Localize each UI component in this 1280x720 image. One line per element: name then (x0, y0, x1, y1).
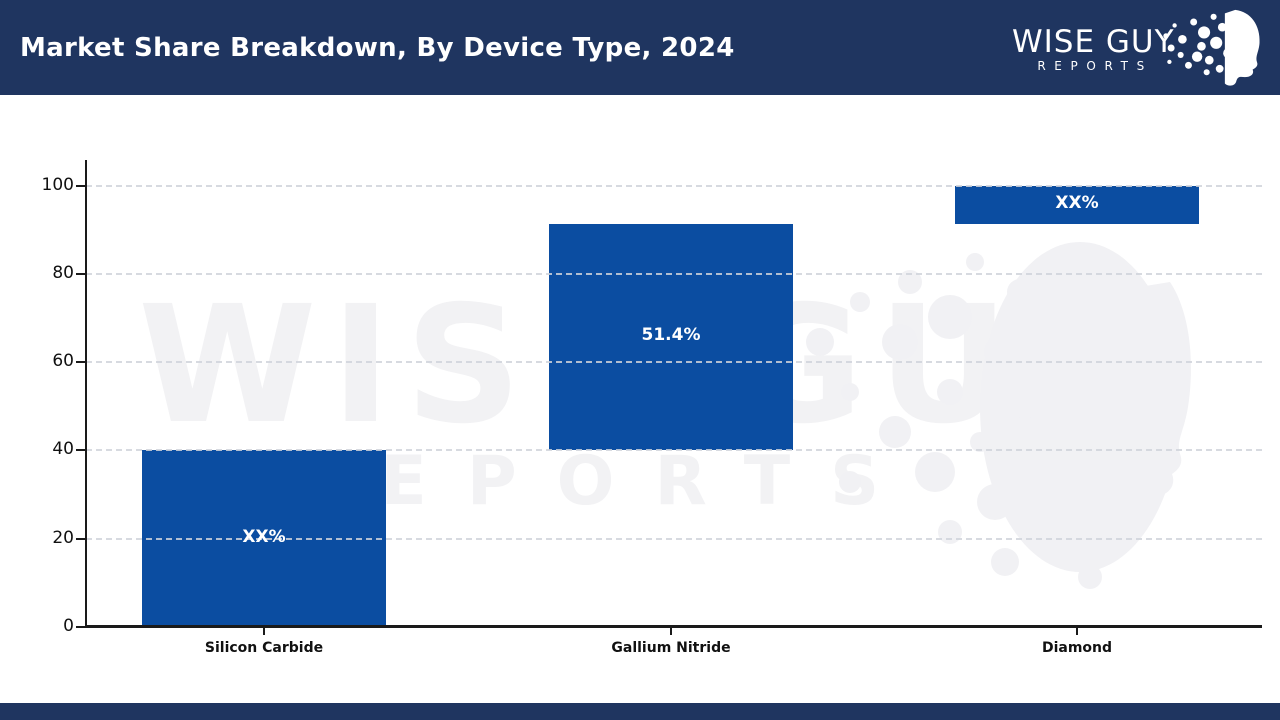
category-label-gallium-nitride: Gallium Nitride (611, 640, 731, 656)
y-tick-label-0: 0 (63, 616, 74, 636)
x-tick-mark-gallium-nitride (670, 628, 672, 635)
header-bar: Market Share Breakdown, By Device Type, … (0, 0, 1280, 95)
logo-subtitle: REPORTS (1037, 59, 1153, 74)
wise-guy-reports-logo: WISE GUY REPORTS (1012, 4, 1272, 92)
y-tick-mark-40 (76, 449, 86, 452)
category-label-diamond: Diamond (1041, 640, 1113, 656)
y-tick-mark-0 (76, 626, 86, 628)
y-tick-mark-60 (76, 361, 86, 364)
x-axis-line (85, 625, 1262, 628)
y-tick-mark-80 (76, 272, 86, 275)
category-label-silicon-carbide: Silicon Carbide (204, 640, 324, 656)
x-tick-mark-silicon-carbide (263, 628, 265, 635)
y-tick-mark-20 (76, 537, 86, 540)
y-tick-label-20: 20 (52, 527, 74, 548)
y-tick-label-80: 80 (52, 262, 74, 283)
bar-diamond (955, 185, 1199, 224)
x-tick-mark-diamond (1076, 628, 1078, 635)
gridline-60 (86, 361, 1262, 364)
y-tick-label-40: 40 (52, 439, 74, 460)
gridline-100 (86, 184, 1262, 187)
bar-value-label-gallium-nitride: 51.4% (641, 325, 701, 345)
y-tick-label-100: 100 (41, 174, 74, 195)
y-tick-mark-100 (76, 184, 86, 187)
bar-gallium-nitride (549, 223, 793, 451)
logo-text: WISE GUY REPORTS (1012, 25, 1175, 73)
y-axis-line (85, 160, 87, 627)
watermark-face-icon (806, 242, 1191, 589)
bar-value-label-silicon-carbide: XX% (242, 526, 286, 547)
logo-face-icon (1162, 9, 1260, 86)
gridline-40 (86, 449, 1262, 452)
footer-bar (0, 703, 1280, 720)
gridline-20 (86, 537, 1262, 540)
y-tick-label-60: 60 (52, 351, 74, 372)
watermark-text-reports: REPORTS (288, 442, 920, 521)
page-title: Market Share Breakdown, By Device Type, … (20, 32, 735, 63)
gridline-80 (86, 272, 1262, 275)
logo-wordmark: WISE GUY (1012, 23, 1175, 60)
bar-value-label-diamond: XX% (1055, 192, 1099, 213)
